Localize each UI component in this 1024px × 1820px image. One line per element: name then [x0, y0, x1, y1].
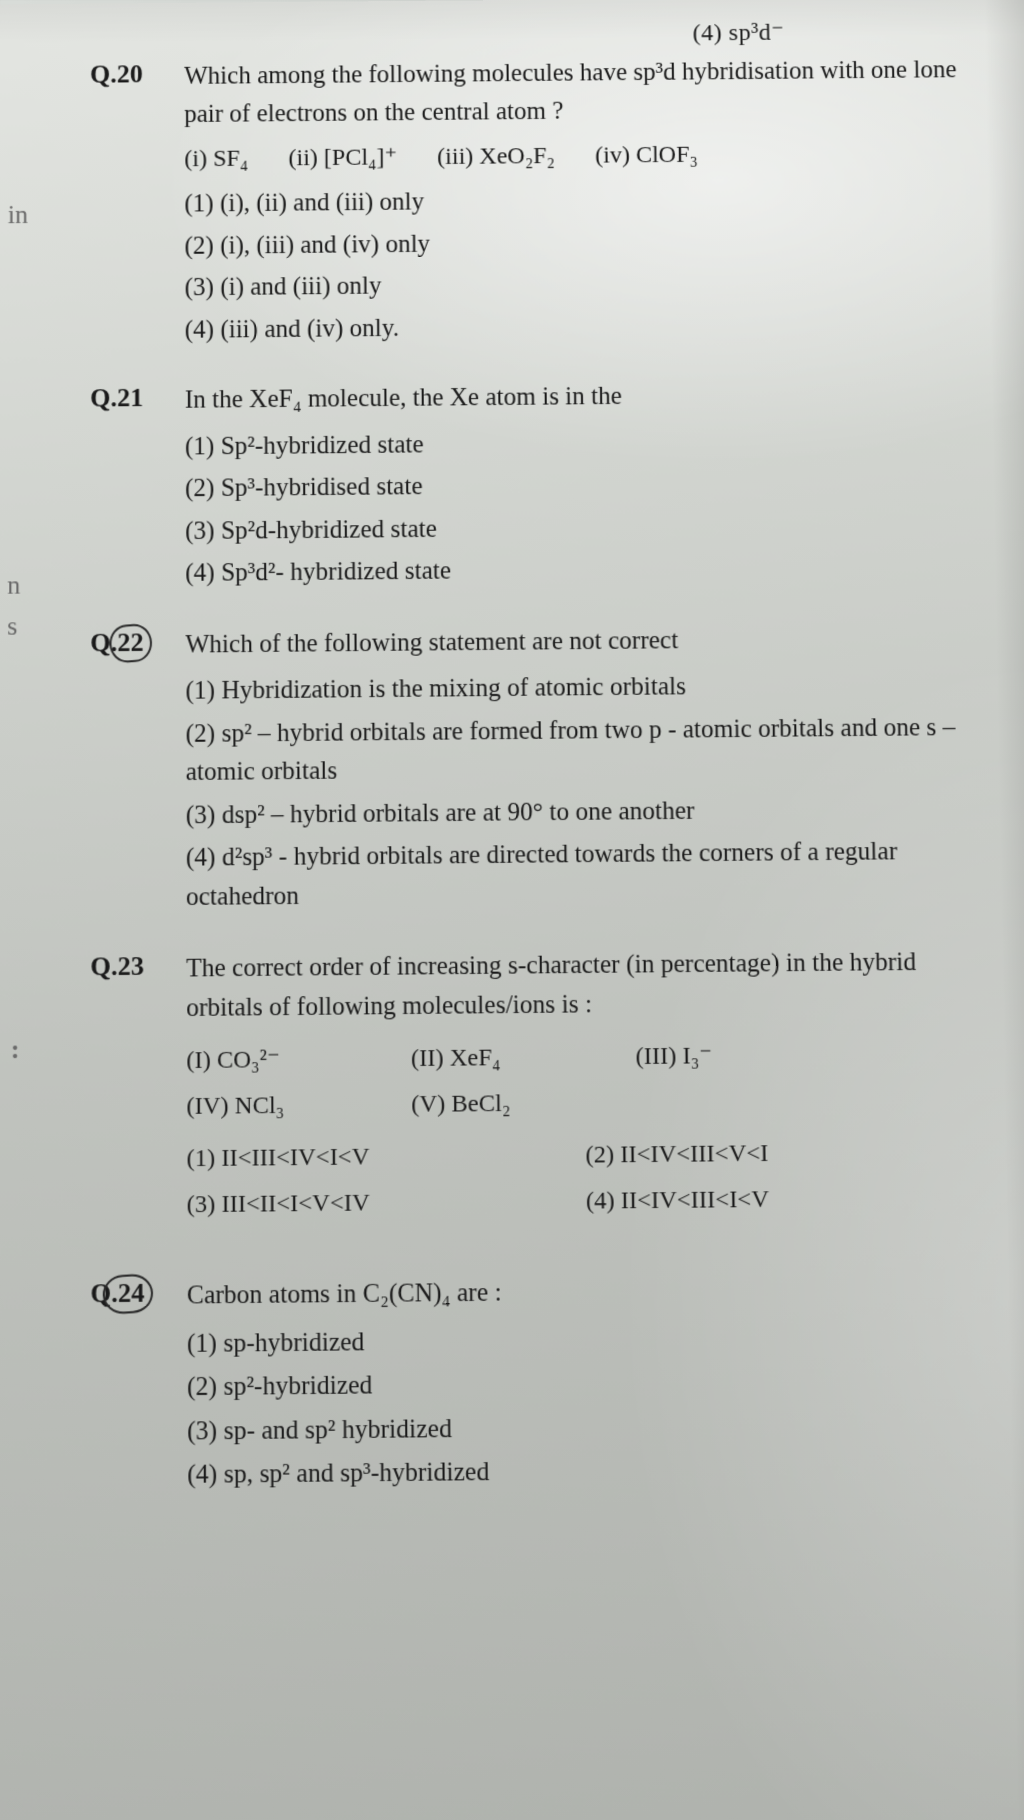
option: (3) (i) and (iii) only	[185, 262, 970, 307]
option: (1) sp-hybridized	[187, 1317, 988, 1364]
options: (1) (i), (ii) and (iii) only (2) (i), (i…	[184, 179, 970, 349]
question-21: Q.21 In the XeF₄ molecule, the Xe atom i…	[90, 374, 974, 597]
roman-items: (i) SF₄ (ii) [PCl₄]⁺ (iii) XeO₂F₂ (iv) C…	[184, 134, 967, 177]
margin-fragment-n: n	[7, 570, 20, 601]
qnum-prefix: Q.	[90, 627, 117, 657]
option: (1) II<III<IV<I<V	[187, 1136, 586, 1177]
option: (1) (i), (ii) and (iii) only	[184, 179, 967, 224]
question-number: Q.21	[90, 382, 161, 414]
margin-fragment-colon: :	[11, 1034, 20, 1065]
question-body: Which among the following molecules have…	[184, 51, 970, 353]
question-body: Carbon atoms in C₂(CN)₄ are : (1) sp-hyb…	[187, 1269, 991, 1499]
option: (3) dsp² – hybrid orbitals are at 90° to…	[186, 789, 979, 835]
roman-item: (iii) XeO₂F₂	[437, 138, 555, 175]
roman-items-row2: (IV) NCl₃ (V) BeCl₂	[186, 1081, 983, 1126]
option: (4) d²sp³ - hybrid orbitals are directed…	[186, 832, 980, 917]
roman-item: (III) I₃⁻	[635, 1036, 819, 1075]
page: (4) sp³d⁻ Q.20 Which among the following…	[0, 0, 1024, 1820]
option: (4) Sp³d²- hybridized state	[185, 547, 974, 592]
spacer	[90, 23, 160, 24]
roman-item: (ii) [PCl₄]⁺	[288, 139, 397, 176]
roman-item: (iv) ClOF₃	[595, 137, 698, 174]
option: (4) sp, sp² and sp³-hybridized	[187, 1448, 990, 1495]
question-number: Q.22	[90, 626, 161, 659]
option: (3) sp- and sp² hybridized	[187, 1404, 989, 1451]
question-number: Q.20	[90, 58, 160, 90]
question-24: Q.24 Carbon atoms in C₂(CN)₄ are : (1) s…	[90, 1269, 990, 1500]
roman-item: (i) SF₄	[184, 141, 248, 178]
roman-item: (I) CO₃²⁻	[186, 1040, 370, 1079]
question-22: Q.22 Which of the following statement ar…	[90, 618, 980, 921]
options: (1) Hybridization is the mixing of atomi…	[185, 665, 980, 916]
margin-fragment-s: s	[7, 611, 17, 642]
option: (2) sp² – hybrid orbitals are formed fro…	[186, 708, 978, 792]
question-text: The correct order of increasing s-charac…	[186, 942, 982, 1027]
prev-page-fragment: (4) sp³d⁻	[693, 18, 785, 48]
qnum-circled: .24	[111, 1277, 144, 1310]
option: (3) III<II<I<V<IV	[187, 1182, 587, 1223]
option: (1) Hybridization is the mixing of atomi…	[185, 665, 976, 710]
option: (2) II<IV<III<V<I	[585, 1133, 984, 1174]
top-fragment-row: (4) sp³d⁻	[90, 16, 965, 53]
option: (2) Sp³-hybridised state	[185, 463, 973, 508]
question-text: Which among the following molecules have…	[184, 51, 966, 133]
margin-fragment-in: in	[8, 200, 28, 230]
question-number: Q.23	[90, 950, 161, 983]
roman-items: (I) CO₃²⁻ (II) XeF₄ (III) I₃⁻	[186, 1035, 983, 1080]
option: (4) (iii) and (iv) only.	[185, 304, 970, 349]
option: (1) Sp²-hybridized state	[185, 421, 972, 466]
question-body: The correct order of increasing s-charac…	[186, 942, 986, 1227]
question-text: In the XeF₄ molecule, the Xe atom is in …	[185, 374, 971, 419]
question-20: Q.20 Which among the following molecules…	[90, 51, 970, 354]
qnum-prefix: Q	[90, 1278, 111, 1309]
question-23: Q.23 The correct order of increasing s-c…	[90, 942, 985, 1228]
options: (1) sp-hybridized (2) sp²-hybridized (3)…	[187, 1317, 990, 1495]
question-text: Carbon atoms in C₂(CN)₄ are :	[187, 1269, 987, 1316]
option: (3) Sp²d-hybridized state	[185, 505, 974, 550]
options: (1) II<III<IV<I<V (2) II<IV<III<V<I (3) …	[187, 1129, 986, 1228]
question-body: In the XeF₄ molecule, the Xe atom is in …	[185, 374, 975, 596]
question-body: Which of the following statement are not…	[185, 618, 980, 920]
option: (2) sp²-hybridized	[187, 1361, 989, 1408]
question-text: Which of the following statement are not…	[185, 618, 975, 663]
option: (4) II<IV<III<I<V	[586, 1179, 986, 1220]
roman-item: (II) XeF₄	[411, 1038, 595, 1077]
roman-item: (IV) NCl₃	[186, 1086, 370, 1125]
option: (2) (i), (iii) and (iv) only	[184, 220, 968, 265]
options: (1) Sp²-hybridized state (2) Sp³-hybridi…	[185, 421, 974, 593]
roman-item: (V) BeCl₂	[411, 1084, 595, 1123]
question-number: Q.24	[90, 1276, 162, 1309]
page-shadow-right	[984, 0, 1024, 1820]
qnum-circled: 22	[117, 626, 143, 658]
